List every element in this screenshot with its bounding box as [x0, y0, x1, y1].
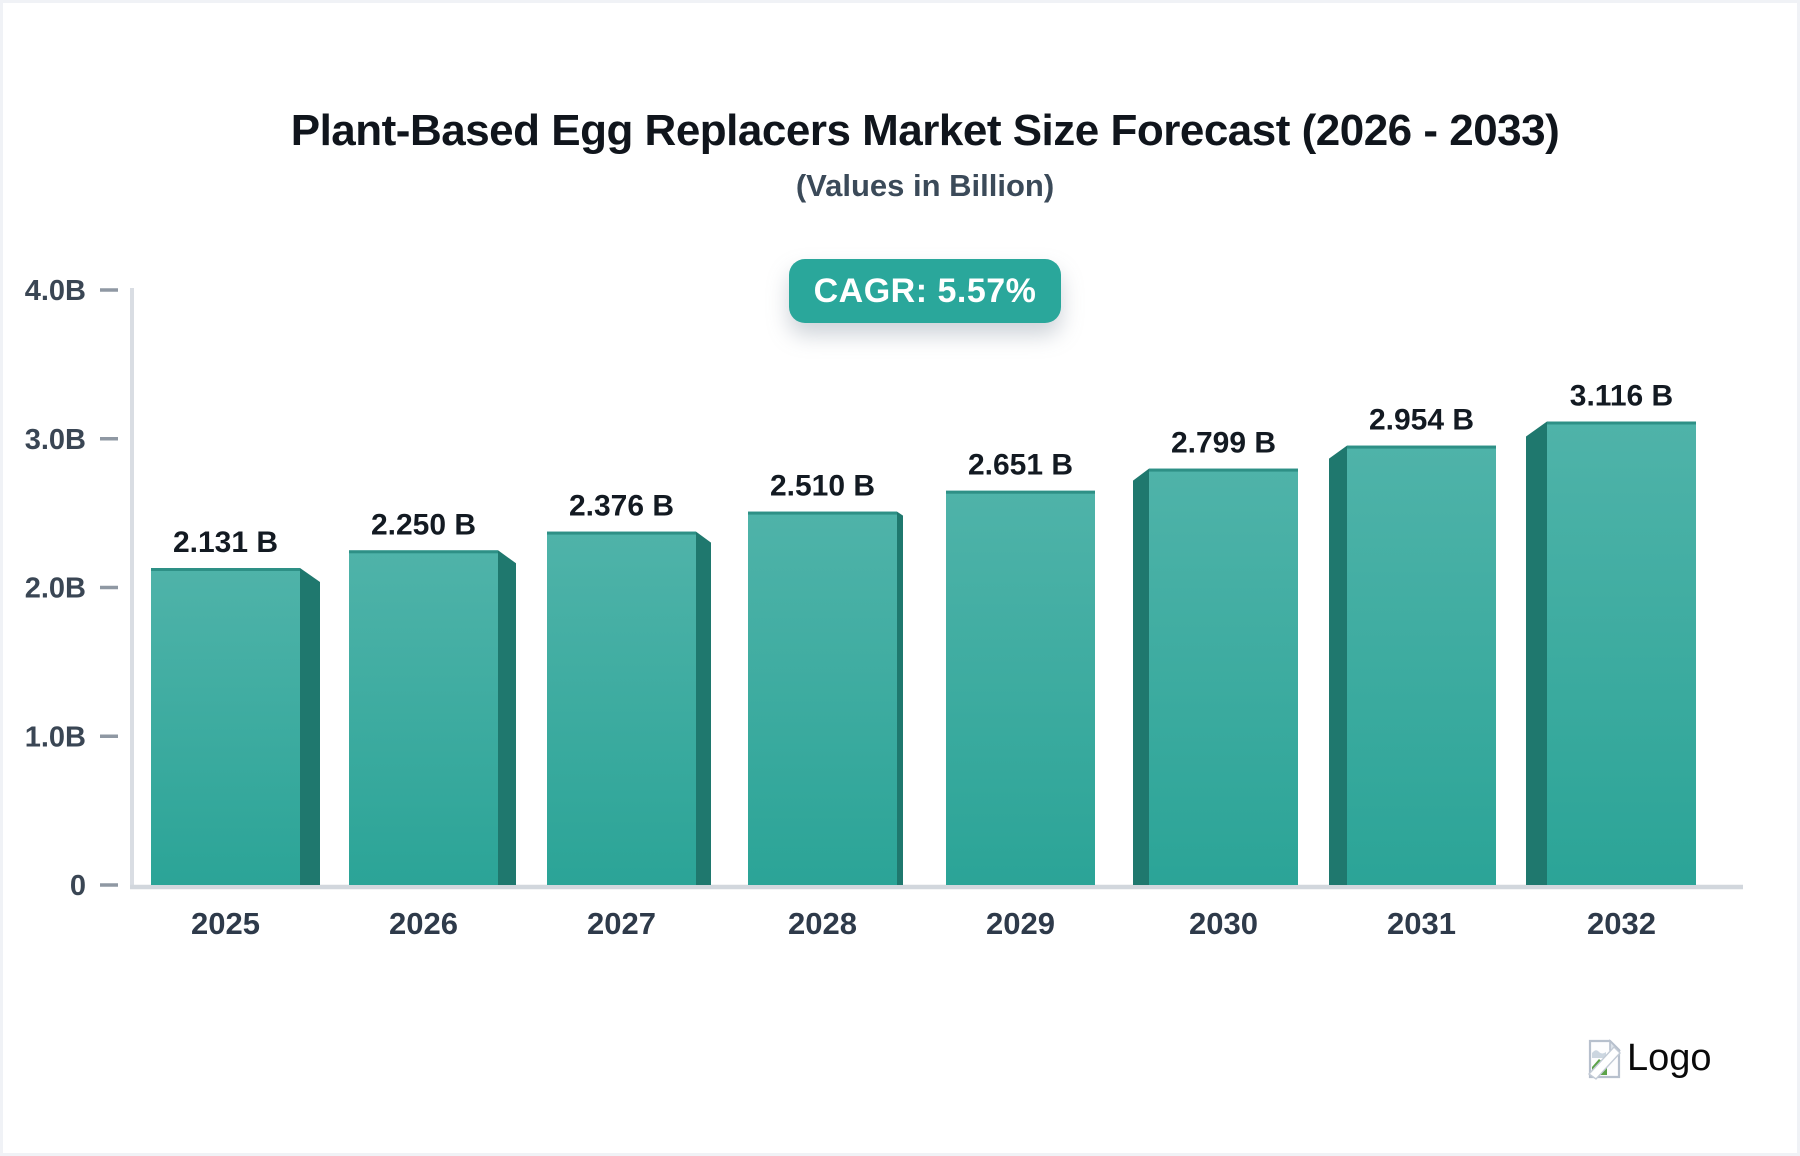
- bar-chart: 0 1.0B 2.0B 3.0B 4.0B 2.131 B 2025 2.250 B 2026 2…: [25, 275, 1743, 941]
- bar-top-edge-2031: [1347, 445, 1496, 449]
- logo: Logo: [1583, 1038, 1712, 1080]
- x-category-label: 2027: [587, 906, 656, 941]
- x-category-label: 2025: [191, 906, 260, 941]
- bar-top-edge-2028: [748, 511, 897, 515]
- broken-image-icon: [1587, 1039, 1621, 1080]
- bar-2028: [748, 511, 897, 885]
- bar-side-2026: [498, 550, 516, 885]
- page-subtitle: (Values in Billion): [795, 168, 1055, 203]
- y-tick-label: 2.0B: [25, 573, 86, 605]
- bar-side-2027: [696, 531, 711, 885]
- x-category-label: 2032: [1587, 906, 1656, 941]
- y-tick-label: 0: [70, 870, 86, 902]
- bar-2027: [547, 531, 696, 885]
- bar-side-2032: [1526, 421, 1547, 885]
- bar-2026: [349, 550, 498, 885]
- y-tick-label: 3.0B: [25, 424, 86, 456]
- bar-value-label: 2.250 B: [371, 508, 476, 541]
- cagr-badge: CAGR: 5.57%: [789, 259, 1061, 323]
- bar-side-2031: [1329, 445, 1347, 885]
- x-category-label: 2028: [788, 906, 857, 941]
- bar-top-edge-2029: [946, 490, 1095, 494]
- bar-value-label: 2.954 B: [1369, 404, 1474, 437]
- bar-top-edge-2027: [547, 531, 696, 535]
- bar-value-label: 2.651 B: [968, 449, 1073, 482]
- bar-value-label: 2.131 B: [173, 526, 278, 559]
- bar-top-edge-2025: [151, 568, 300, 571]
- logo-alt-text: Logo: [1627, 1037, 1712, 1079]
- bar-side-2030: [1133, 468, 1149, 885]
- cagr-badge-label: CAGR: 5.57%: [813, 271, 1037, 310]
- y-tick-label: 1.0B: [25, 721, 86, 753]
- x-category-label: 2030: [1189, 906, 1258, 941]
- bar-2030: [1149, 468, 1298, 885]
- bar-side-2028: [897, 511, 903, 885]
- bar-value-label: 2.376 B: [569, 490, 674, 523]
- bar-2032: [1547, 421, 1696, 885]
- bar-side-2025: [300, 568, 320, 885]
- bar-value-label: 3.116 B: [1570, 380, 1673, 413]
- x-category-label: 2026: [389, 906, 458, 941]
- page-title: Plant-Based Egg Replacers Market Size Fo…: [290, 106, 1560, 155]
- x-category-label: 2031: [1387, 906, 1456, 941]
- x-category-label: 2029: [986, 906, 1055, 941]
- bar-2031: [1347, 445, 1496, 885]
- bar-2029: [946, 490, 1095, 885]
- bar-value-label: 2.510 B: [770, 470, 875, 503]
- bar-top-edge-2030: [1149, 468, 1298, 472]
- bar-top-edge-2026: [349, 550, 498, 554]
- bar-value-label: 2.799 B: [1171, 427, 1276, 460]
- bar-top-edge-2032: [1547, 421, 1696, 425]
- y-tick-label: 4.0B: [25, 275, 86, 307]
- bar-2025: [151, 568, 300, 885]
